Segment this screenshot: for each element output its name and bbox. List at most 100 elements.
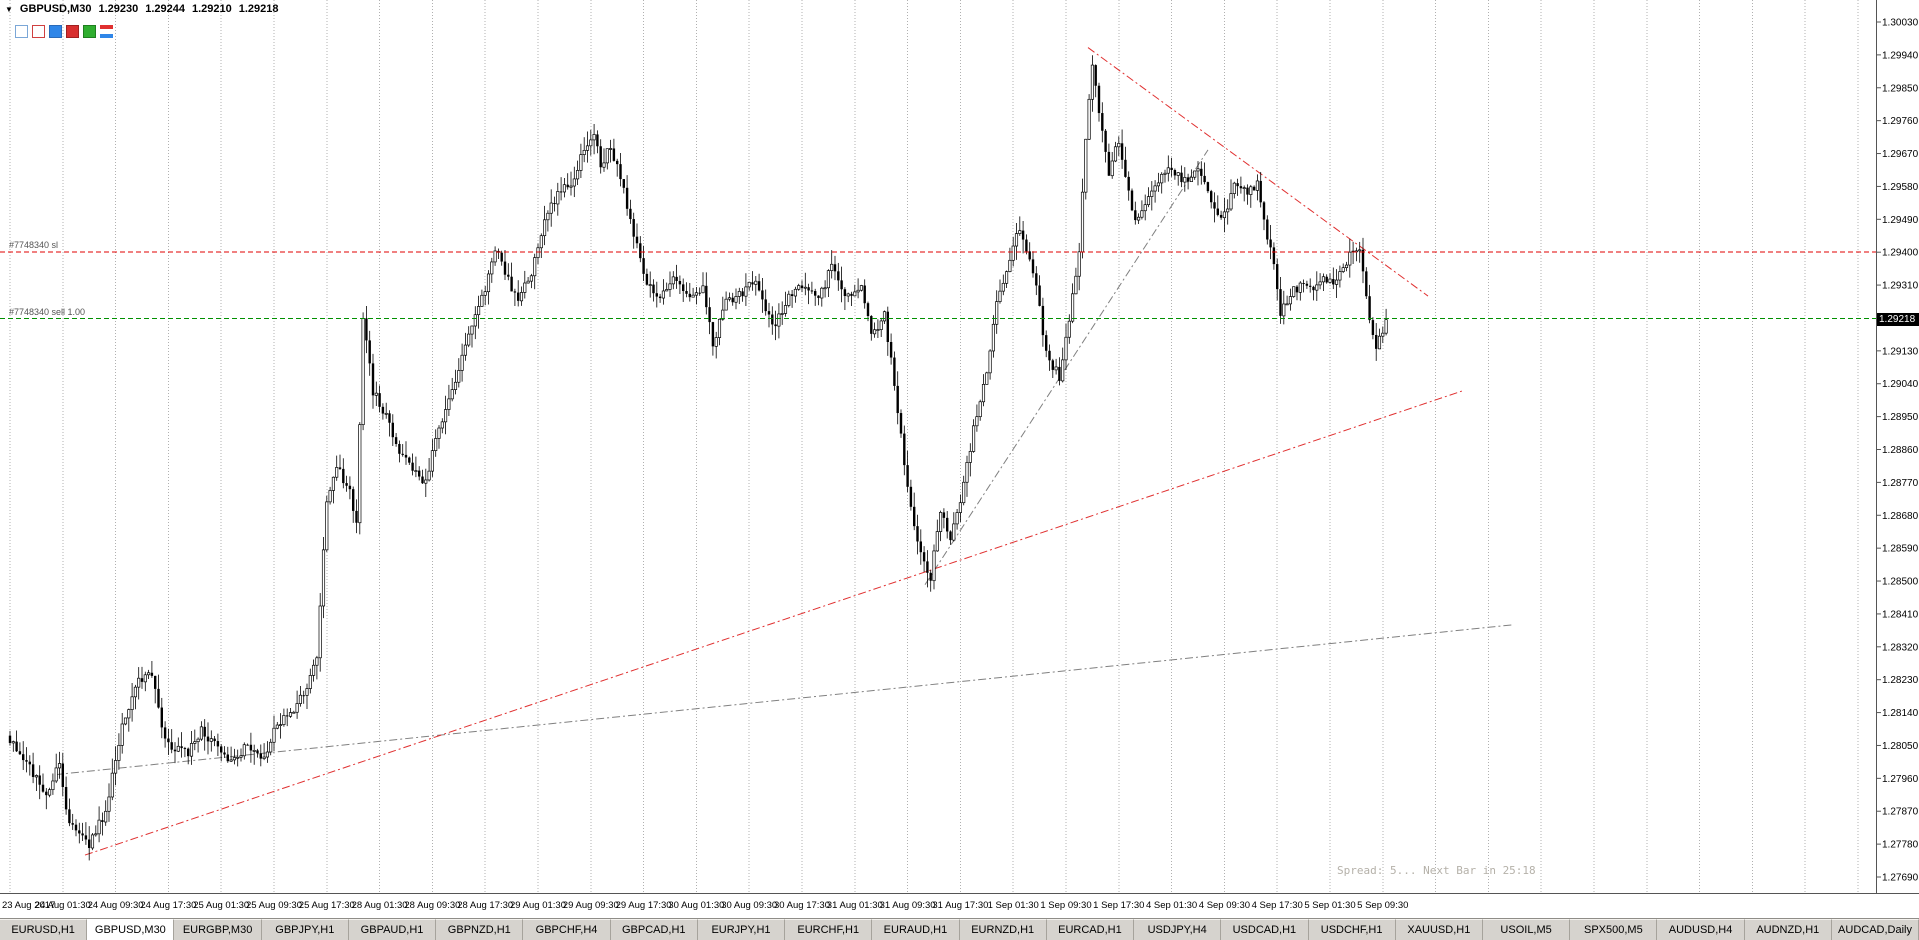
- time-axis-label: 29 Aug 01:30: [510, 900, 566, 911]
- time-axis-label: 1 Sep 09:30: [1040, 900, 1091, 911]
- chart-tab-usdcad-h1[interactable]: USDCAD,H1: [1221, 919, 1309, 940]
- price-axis-label: 1.28860: [1882, 445, 1919, 456]
- time-axis-label: 5 Sep 09:30: [1357, 900, 1408, 911]
- chart-tab-eurchf-h1[interactable]: EURCHF,H1: [785, 919, 873, 940]
- price-axis-label: 1.29130: [1882, 346, 1919, 357]
- price-axis-label: 1.27780: [1882, 840, 1919, 851]
- order-lines: [0, 251, 1876, 320]
- price-axis-label: 1.27690: [1882, 873, 1919, 884]
- price-axis-label: 1.29040: [1882, 379, 1919, 390]
- time-axis-label: 30 Aug 01:30: [668, 900, 724, 911]
- object-color-toolbar: [15, 25, 113, 38]
- time-axis-label: 25 Aug 17:30: [299, 900, 355, 911]
- trend-lines: [54, 47, 1513, 856]
- time-axis-label: 1 Sep 01:30: [988, 900, 1039, 911]
- chart-dropdown-icon[interactable]: ▼: [5, 4, 13, 14]
- price-axis-label: 1.28230: [1882, 675, 1919, 686]
- price-axis-label: 1.28140: [1882, 708, 1919, 719]
- color-swatch-striped-icon[interactable]: [100, 25, 113, 38]
- chart-tab-usoil-m5[interactable]: USOIL,M5: [1482, 919, 1571, 940]
- price-chart[interactable]: 1.30030 1.29940 1.29850 1.29760 1.29670 1.295…: [0, 0, 1919, 918]
- time-axis-label: 25 Aug 01:30: [193, 900, 249, 911]
- current-price-tag: 1.29218: [1877, 312, 1919, 326]
- chart-tab-gbpjpy-h1[interactable]: GBPJPY,H1: [261, 919, 349, 940]
- chart-tab-audnzd-h1[interactable]: AUDNZD,H1: [1744, 919, 1832, 940]
- time-axis-label: 31 Aug 17:30: [932, 900, 988, 911]
- time-axis-label: 24 Aug 17:30: [140, 900, 196, 911]
- price-axis-label: 1.29670: [1882, 149, 1919, 160]
- candlesticks: [8, 55, 1388, 861]
- chart-tab-gbpnzd-h1[interactable]: GBPNZD,H1: [436, 919, 524, 940]
- time-axis-label: 28 Aug 17:30: [457, 900, 513, 911]
- time-axis-label: 5 Sep 01:30: [1304, 900, 1355, 911]
- price-axis-label: 1.27960: [1882, 774, 1919, 785]
- chart-tab-usdjpy-h4[interactable]: USDJPY,H4: [1134, 919, 1222, 940]
- price-axis-label: 1.29580: [1882, 182, 1919, 193]
- time-axis-label: 28 Aug 09:30: [404, 900, 460, 911]
- color-swatch-green-icon[interactable]: [83, 25, 96, 38]
- chart-tab-eurcad-h1[interactable]: EURCAD,H1: [1046, 919, 1135, 940]
- price-axis-label: 1.29940: [1882, 50, 1919, 61]
- ohlc-open: 1.29230: [98, 3, 139, 15]
- chart-ohlc-info: ▼ GBPUSD,M30 1.29230 1.29244 1.29210 1.2…: [5, 3, 279, 15]
- red-descending-trendline: [1087, 47, 1429, 297]
- time-axis-label: 28 Aug 01:30: [352, 900, 408, 911]
- time-axis-label: 4 Sep 01:30: [1146, 900, 1197, 911]
- price-axis-label: 1.29400: [1882, 248, 1919, 259]
- price-axis-label: 1.28680: [1882, 511, 1919, 522]
- color-swatch-blue-icon[interactable]: [49, 25, 62, 38]
- chart-tab-gbpaud-h1[interactable]: GBPAUD,H1: [348, 919, 437, 940]
- time-axis-label: 25 Aug 09:30: [246, 900, 302, 911]
- price-axis-label: 1.27870: [1882, 807, 1919, 818]
- color-swatch-red-icon[interactable]: [66, 25, 79, 38]
- time-axis-label: 31 Aug 01:30: [827, 900, 883, 911]
- chart-canvas[interactable]: 1.30030 1.29940 1.29850 1.29760 1.29670 1.295…: [0, 0, 1919, 918]
- price-axis-label: 1.29310: [1882, 281, 1919, 292]
- chart-tab-eurusd-h1[interactable]: EURUSD,H1: [0, 919, 88, 940]
- price-axis-label: 1.28950: [1882, 412, 1919, 423]
- stop-loss-line-label[interactable]: #7748340 sl: [9, 240, 59, 251]
- gray-steep-trendline: [924, 149, 1209, 585]
- color-swatch-white-red-icon[interactable]: [32, 25, 45, 38]
- chart-tab-xauusd-h1[interactable]: XAUUSD,H1: [1395, 919, 1483, 940]
- price-axis-label: 1.29760: [1882, 116, 1919, 127]
- chart-tab-audcad-daily[interactable]: AUDCAD,Daily: [1831, 919, 1919, 940]
- price-axis-label: 1.29490: [1882, 215, 1919, 226]
- time-axis-label: 31 Aug 09:30: [880, 900, 936, 911]
- time-axis-label: 29 Aug 09:30: [563, 900, 619, 911]
- chart-tab-eurgbp-m30[interactable]: EURGBP,M30: [174, 919, 262, 940]
- grid-lines: [9, 0, 1859, 893]
- price-axis-label: 1.29850: [1882, 83, 1919, 94]
- chart-tab-gbpchf-h4[interactable]: GBPCHF,H4: [523, 919, 611, 940]
- red-ascending-trendline: [84, 390, 1463, 856]
- chart-tab-usdchf-h1[interactable]: USDCHF,H1: [1308, 919, 1396, 940]
- price-axis: 1.30030 1.29940 1.29850 1.29760 1.29670 1.295…: [1876, 0, 1919, 893]
- ohlc-high: 1.29244: [145, 3, 185, 15]
- price-axis-label: 1.28320: [1882, 642, 1919, 653]
- chart-tab-audusd-h4[interactable]: AUDUSD,H4: [1657, 919, 1745, 940]
- time-axis-label: 29 Aug 17:30: [616, 900, 672, 911]
- time-axis-label: 24 Aug 01:30: [35, 900, 91, 911]
- time-axis-label: 23 Aug 2017: [2, 900, 55, 911]
- color-swatch-white-blue-icon[interactable]: [15, 25, 28, 38]
- price-axis-label: 1.30030: [1882, 18, 1919, 29]
- sell-order-line-label[interactable]: #7748340 sell 1.00: [9, 306, 86, 317]
- price-axis-label: 1.28050: [1882, 741, 1919, 752]
- chart-symbol-label: GBPUSD,M30: [19, 3, 92, 15]
- price-axis-label: 1.28770: [1882, 478, 1919, 489]
- time-axis-label: 4 Sep 09:30: [1199, 900, 1250, 911]
- chart-tab-eurjpy-h1[interactable]: EURJPY,H1: [697, 919, 786, 940]
- time-axis-label: 30 Aug 17:30: [774, 900, 830, 911]
- chart-tab-gbpusd-m30[interactable]: GBPUSD,M30: [87, 919, 175, 940]
- time-axis-label: 1 Sep 17:30: [1093, 900, 1144, 911]
- spread-nextbar-status: Spread: 5... Next Bar in 25:18: [1337, 864, 1536, 877]
- chart-tab-eurnzd-h1[interactable]: EURNZD,H1: [959, 919, 1047, 940]
- chart-tab-euraud-h1[interactable]: EURAUD,H1: [872, 919, 960, 940]
- chart-tab-spx500-m5[interactable]: SPX500,M5: [1570, 919, 1658, 940]
- price-axis-label: 1.28590: [1882, 544, 1919, 555]
- time-axis-label: 24 Aug 09:30: [88, 900, 144, 911]
- ohlc-close: 1.29218: [238, 3, 279, 15]
- chart-tab-gbpcad-h1[interactable]: GBPCAD,H1: [610, 919, 698, 940]
